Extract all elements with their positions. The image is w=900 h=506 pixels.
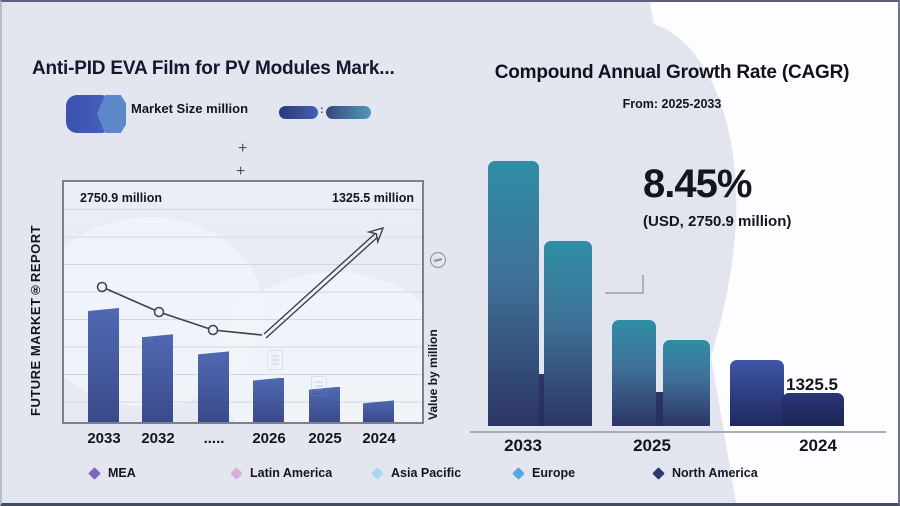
x-label-2033: 2033 — [504, 436, 542, 455]
x-label-2025: 2025 — [633, 436, 671, 455]
x-label-2024: 2024 — [362, 430, 396, 447]
cagr-detail: (USD, 2750.9 million) — [643, 213, 792, 230]
x-axis-line — [470, 431, 886, 433]
legend-item-mea: MEA — [88, 466, 136, 480]
legend-item-latin-america: Latin America — [230, 466, 333, 480]
legend-label: North America — [672, 466, 758, 480]
brand-watermark: FUTURE MARKET®REPORT — [28, 224, 43, 416]
cagr-bar-2025-back — [663, 339, 710, 426]
plus-icon: + — [236, 163, 246, 180]
x-label-2024: 2024 — [799, 436, 837, 455]
legend-item-north-america: North America — [652, 466, 758, 480]
bar-2025 — [309, 386, 340, 422]
diamond-icon — [512, 466, 525, 480]
cagr-bar-2033-front — [488, 161, 539, 426]
x-label-2033: 2033 — [87, 430, 121, 447]
diamond-icon — [230, 466, 243, 480]
gradient-pill-icon-1 — [279, 106, 318, 119]
legend-label: Asia Pacific — [391, 466, 462, 480]
right-chart-title: Compound Annual Growth Rate (CAGR) — [494, 62, 850, 83]
bar-2024 — [363, 400, 394, 422]
pill-separator: : — [320, 104, 324, 116]
legend-label: Europe — [532, 466, 576, 480]
x-label-2026: 2026 — [252, 430, 286, 447]
x-label-dots: ..... — [203, 430, 225, 447]
diamond-icon — [88, 466, 101, 480]
left-chart-title: Anti-PID EVA Film for PV Modules Mark... — [32, 58, 395, 79]
cylinder-icon — [66, 95, 126, 133]
cagr-value: 8.45% — [643, 162, 752, 206]
clipboard-watermark-icon — [267, 350, 283, 370]
cagr-bar-2033-back — [544, 240, 592, 426]
diamond-icon — [652, 466, 665, 480]
annotation-end-value: 1325.5 million — [332, 191, 414, 205]
cagr-bar-2025-front — [612, 320, 656, 426]
minus-circle-icon — [428, 250, 448, 270]
legend-label: MEA — [108, 466, 136, 480]
corner-bracket-line — [605, 275, 644, 294]
legend-label: Latin America — [250, 466, 333, 480]
cagr-bar-2024-back — [782, 392, 844, 426]
diamond-icon — [371, 466, 384, 480]
cagr-bar-2024-front — [730, 359, 784, 426]
gradient-pill-icon-2 — [326, 106, 371, 119]
x-label-2025: 2025 — [308, 430, 342, 447]
market-size-chart: 2750.9 million 1325.5 million — [62, 180, 424, 424]
market-size-legend-label: Market Size million — [131, 101, 249, 116]
bar-value-callout: 1325.5 — [786, 375, 838, 394]
plus-icon: + — [238, 140, 248, 157]
right-chart-subtitle: From: 2025-2033 — [622, 97, 722, 111]
x-label-2032: 2032 — [141, 430, 175, 447]
bar-mid-years — [198, 351, 229, 422]
bar-2026 — [253, 377, 284, 422]
bar-2033 — [88, 308, 119, 422]
annotation-start-value: 2750.9 million — [80, 191, 162, 205]
legend-item-europe: Europe — [512, 466, 576, 480]
y-axis-label: Value by million — [426, 329, 440, 420]
legend-item-asia-pacific: Asia Pacific — [371, 466, 462, 480]
clipboard-watermark-icon — [311, 376, 327, 396]
bar-2032 — [142, 334, 173, 422]
trend-line-and-arrow — [96, 226, 385, 339]
